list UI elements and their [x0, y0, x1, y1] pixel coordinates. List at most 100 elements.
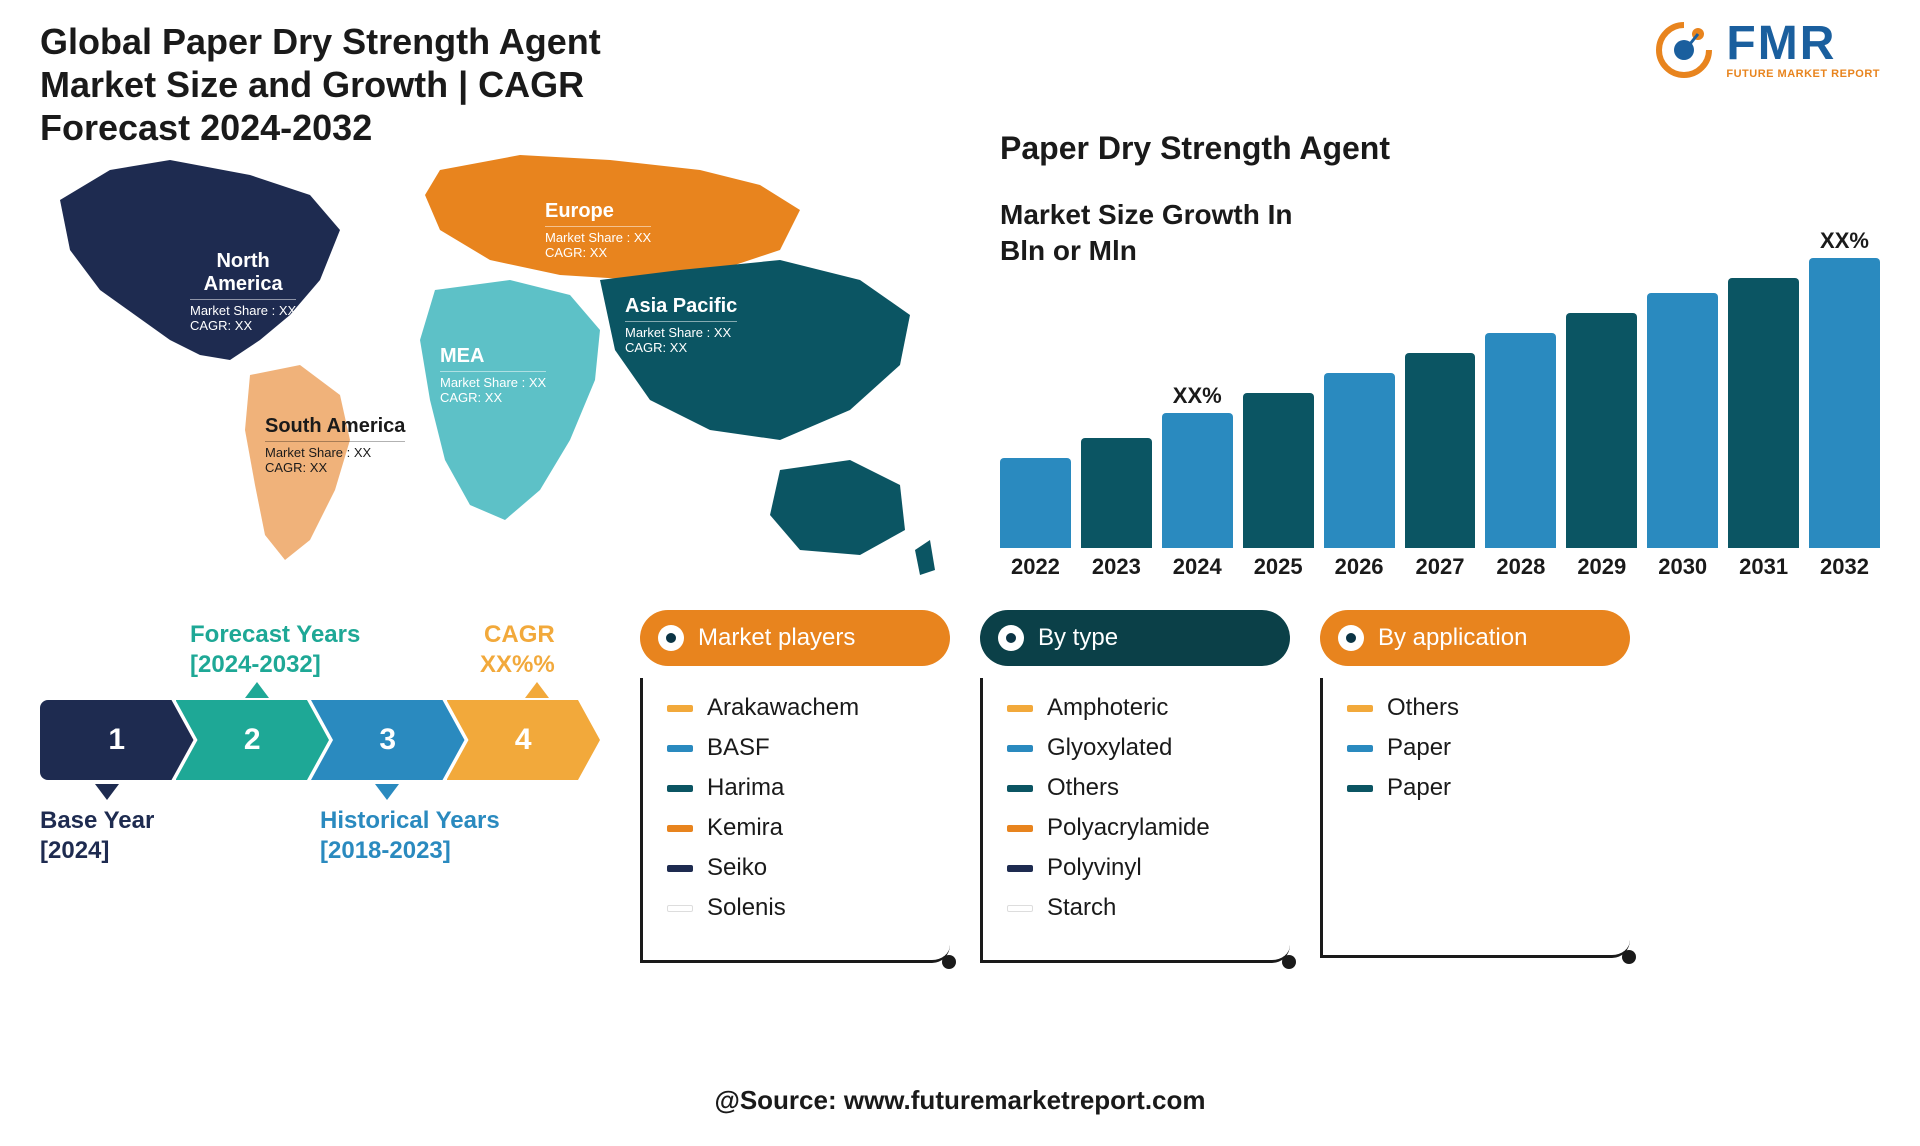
chart-bars-area: 2022 2023 XX% 2024 2025 2026 2027 2028 2029 2030 2…	[1000, 220, 1880, 580]
list-item-dash-icon	[1007, 905, 1033, 912]
chart-bar-top-label: XX%	[1173, 383, 1222, 409]
chart-bar: 2026	[1324, 373, 1395, 580]
bullet-icon	[998, 625, 1024, 651]
list-item-label: Others	[1387, 694, 1459, 722]
timeline-label-base-year: Base Year [2024]	[40, 806, 154, 866]
list-item-dash-icon	[1007, 785, 1033, 792]
list-item-label: Starch	[1047, 894, 1116, 922]
list-item-dash-icon	[1007, 865, 1033, 872]
list-item-label: Kemira	[707, 814, 783, 842]
logo-abbr: FMR	[1726, 20, 1880, 68]
chart-bar: 2031	[1728, 278, 1799, 580]
list-item-label: Amphoteric	[1047, 694, 1168, 722]
chart-bar: 2027	[1405, 353, 1476, 580]
chart-bar-year-label: 2023	[1092, 554, 1141, 580]
chart-bar: 2022	[1000, 458, 1071, 580]
list-item-label: Solenis	[707, 894, 786, 922]
list-item-dash-icon	[1007, 745, 1033, 752]
list-by-type: By type AmphotericGlyoxylatedOthersPolya…	[980, 610, 1290, 963]
list-item-label: BASF	[707, 734, 770, 762]
list-item-label: Paper	[1387, 774, 1451, 802]
list-item-label: Seiko	[707, 854, 767, 882]
list-item: Kemira	[667, 814, 940, 842]
timeline-arrow-forecast	[245, 682, 269, 698]
chart-bar-rect	[1485, 333, 1556, 548]
list-item-label: Harima	[707, 774, 784, 802]
list-item: Glyoxylated	[1007, 734, 1280, 762]
page-title: Global Paper Dry Strength Agent Market S…	[40, 20, 740, 150]
list-header-application: By application	[1320, 610, 1630, 666]
source-attribution: @Source: www.futuremarketreport.com	[0, 1085, 1920, 1116]
list-body-application: OthersPaperPaper	[1320, 678, 1630, 958]
chart-bar-rect	[1324, 373, 1395, 548]
list-item: Seiko	[667, 854, 940, 882]
title-line-1: Global Paper Dry Strength Agent	[40, 20, 740, 63]
chart-bar-year-label: 2025	[1254, 554, 1303, 580]
title-line-2: Market Size and Growth | CAGR Forecast 2…	[40, 63, 740, 149]
timeline-label-historical: Historical Years [2018-2023]	[320, 806, 500, 866]
list-item-dash-icon	[1347, 705, 1373, 712]
list-item: BASF	[667, 734, 940, 762]
chart-bar-year-label: 2031	[1739, 554, 1788, 580]
region-label-asia-pacific: Asia Pacific Market Share : XXCAGR: XX	[625, 295, 737, 355]
chart-bar: 2025	[1243, 393, 1314, 580]
list-item-dash-icon	[1007, 825, 1033, 832]
list-body-players: Arakawachem BASF Harima Kemira Seiko Solenis	[640, 678, 950, 963]
region-australia	[770, 460, 905, 555]
list-item: Harima	[667, 774, 940, 802]
chart-bar: 2023	[1081, 438, 1152, 580]
list-item: Polyacrylamide	[1007, 814, 1280, 842]
timeline-label-forecast: Forecast Years [2024-2032]	[190, 620, 360, 680]
bullet-icon	[1338, 625, 1364, 651]
list-item: Amphoteric	[1007, 694, 1280, 722]
chart-title: Paper Dry Strength Agent	[1000, 130, 1880, 167]
list-by-application: By application OthersPaperPaper	[1320, 610, 1630, 963]
chart-bar-year-label: 2022	[1011, 554, 1060, 580]
chart-bar: 2030	[1647, 293, 1718, 580]
logo-subtitle: FUTURE MARKET REPORT	[1726, 68, 1880, 80]
list-item: Arakawachem	[667, 694, 940, 722]
chart-bar-rect	[1647, 293, 1718, 548]
list-item-label: Glyoxylated	[1047, 734, 1172, 762]
timeline-pill: 1	[40, 700, 194, 780]
chart-bar-year-label: 2024	[1173, 554, 1222, 580]
chart-bar: XX%2032	[1809, 228, 1880, 580]
chart-bar-rect	[1566, 313, 1637, 548]
region-label-europe: Europe Market Share : XXCAGR: XX	[545, 200, 651, 260]
chart-bar-year-label: 2028	[1496, 554, 1545, 580]
chart-bar-year-label: 2026	[1335, 554, 1384, 580]
list-item-dash-icon	[667, 825, 693, 832]
timeline-label-cagr: CAGR XX%%	[480, 620, 555, 680]
growth-chart: Paper Dry Strength Agent Market Size Gro…	[1000, 130, 1880, 580]
timeline-section: Forecast Years [2024-2032] CAGR XX%% 123…	[40, 620, 600, 780]
list-item-dash-icon	[667, 745, 693, 752]
timeline-pill: 3	[311, 700, 465, 780]
chart-bar: XX% 2024	[1162, 383, 1233, 580]
chart-bar: 2029	[1566, 313, 1637, 580]
chart-bar-rect	[1405, 353, 1476, 548]
brand-logo: FMR FUTURE MARKET REPORT	[1654, 20, 1880, 80]
chart-bar-top-label: XX%	[1820, 228, 1869, 254]
list-item-dash-icon	[1347, 745, 1373, 752]
chart-bar-rect	[1243, 393, 1314, 548]
list-item-label: Polyvinyl	[1047, 854, 1142, 882]
timeline-pills: 1234	[40, 700, 600, 780]
chart-bar-rect	[1162, 413, 1233, 548]
list-item-dash-icon	[1347, 785, 1373, 792]
chart-bar-year-label: 2029	[1577, 554, 1626, 580]
timeline-arrow-cagr	[525, 682, 549, 698]
region-label-south-america: South America Market Share : XXCAGR: XX	[265, 415, 405, 475]
world-map: North America Market Share : XXCAGR: XX …	[40, 140, 940, 580]
chart-bar: 2028	[1485, 333, 1556, 580]
region-label-mea: MEA Market Share : XXCAGR: XX	[440, 345, 546, 405]
list-item-dash-icon	[667, 865, 693, 872]
list-item-label: Arakawachem	[707, 694, 859, 722]
list-item: Polyvinyl	[1007, 854, 1280, 882]
timeline-arrow-historical	[375, 784, 399, 800]
list-header-players: Market players	[640, 610, 950, 666]
segment-lists: Market players Arakawachem BASF Harima Kemi…	[640, 610, 1630, 963]
bullet-icon	[658, 625, 684, 651]
chart-bar-rect	[1081, 438, 1152, 548]
list-item-dash-icon	[667, 705, 693, 712]
list-item: Others	[1007, 774, 1280, 802]
